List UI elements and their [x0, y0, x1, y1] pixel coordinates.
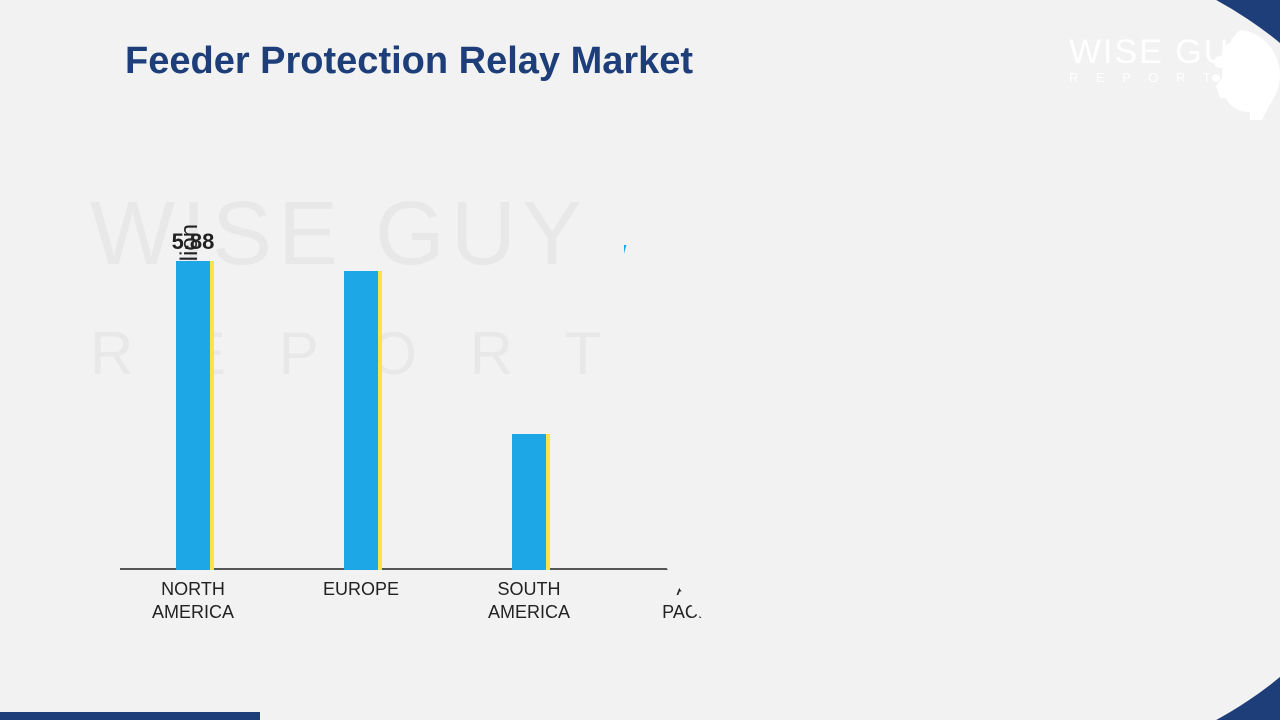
category-label: EUROPE [281, 578, 441, 601]
bar [344, 271, 378, 570]
bar [512, 434, 546, 571]
bar-value-label: 5.88 [133, 229, 253, 255]
category-label: NORTHAMERICA [113, 578, 273, 623]
bottom-accent-bar [0, 712, 260, 720]
page: WISE GUY R E P O R T S Feeder Protection… [0, 0, 1280, 720]
bar-highlight [378, 271, 382, 570]
bar-highlight [210, 261, 214, 570]
chart-title: Feeder Protection Relay Market [125, 40, 693, 83]
bar [176, 261, 210, 570]
brand-logo: WISE GUY R E P O R T S [1069, 35, 1255, 84]
bar-highlight [546, 434, 550, 571]
category-label: SOUTHAMERICA [449, 578, 609, 623]
